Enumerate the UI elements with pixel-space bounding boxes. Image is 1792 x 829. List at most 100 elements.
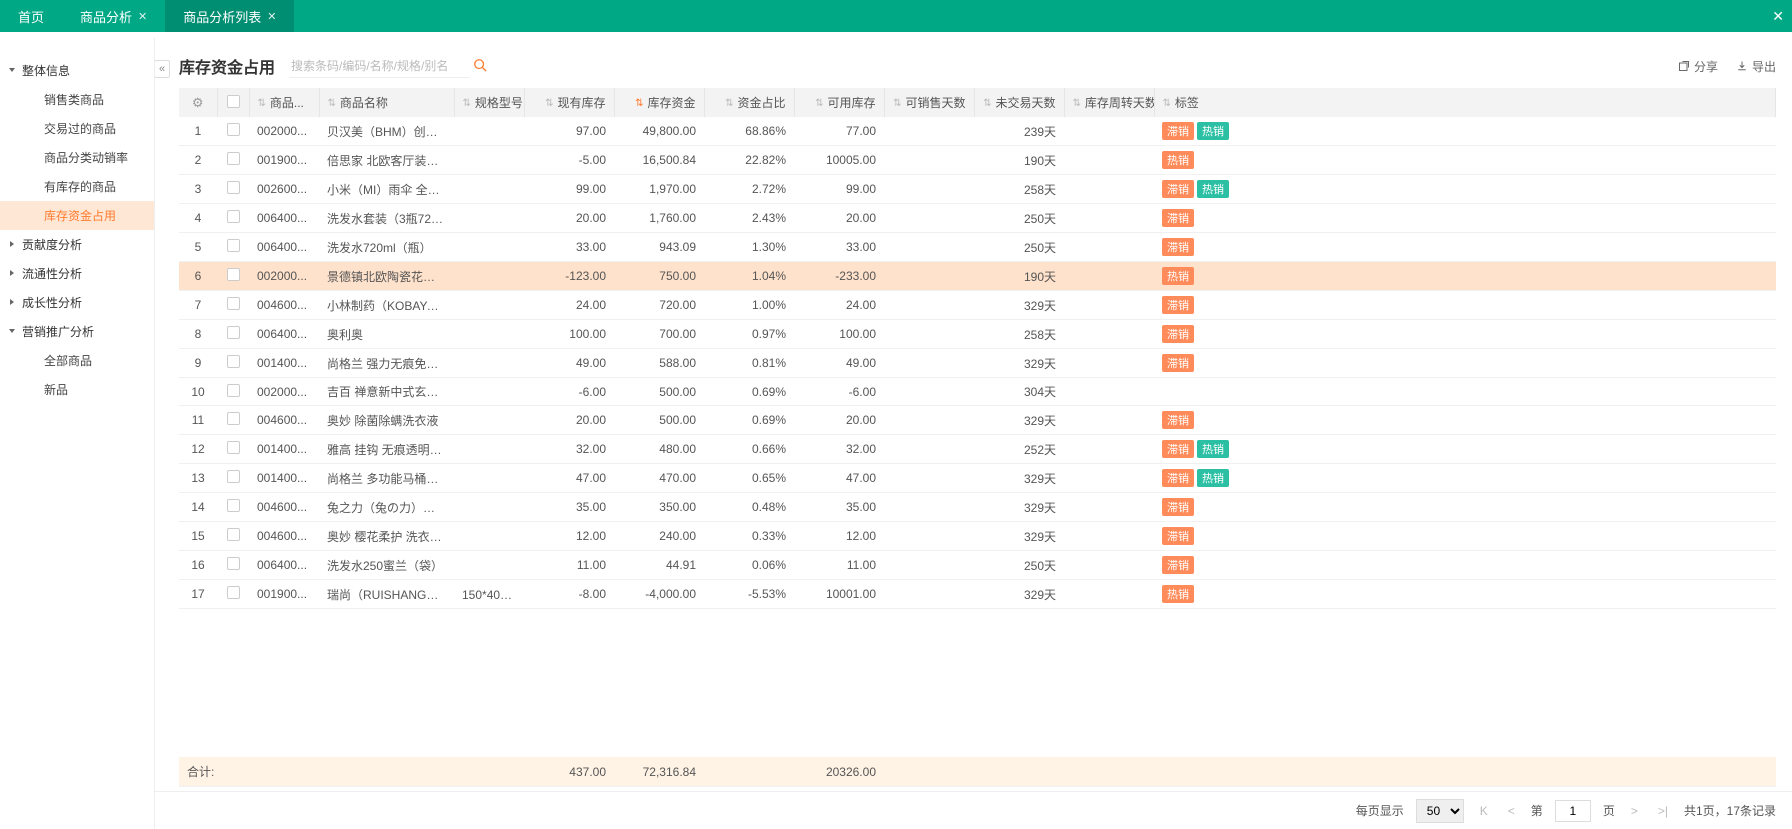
sort-icon[interactable]: ⇅ — [328, 98, 336, 109]
tab-label: 商品分析 — [80, 7, 132, 26]
page-summary: 共1页，17条记录 — [1684, 802, 1776, 819]
row-checkbox[interactable] — [227, 268, 240, 281]
search-input[interactable] — [289, 55, 469, 78]
sort-icon[interactable]: ⇅ — [1073, 98, 1081, 109]
column-header[interactable]: ⇅规格型号 — [454, 88, 524, 117]
tab-label: 商品分析列表 — [183, 7, 261, 26]
table-row[interactable]: 9001400...尚格兰 强力无痕免打孔浴室49.00588.000.81%4… — [179, 349, 1776, 378]
page-last-button[interactable]: >| — [1654, 804, 1672, 818]
row-checkbox[interactable] — [227, 528, 240, 541]
row-checkbox[interactable] — [227, 297, 240, 310]
row-checkbox[interactable] — [227, 384, 240, 397]
table-row[interactable]: 7004600...小林制药（KOBAYASHI）日24.00720.001.0… — [179, 291, 1776, 320]
column-header[interactable]: ⇅商品名称 — [319, 88, 454, 117]
sidebar-item[interactable]: 新品 — [0, 375, 154, 404]
column-header[interactable] — [217, 88, 249, 117]
table-row[interactable]: 6002000...景德镇北欧陶瓷花瓶摆件 仿-123.00750.001.04… — [179, 262, 1776, 291]
row-checkbox[interactable] — [227, 441, 240, 454]
table-row[interactable]: 8006400...奥利奥100.00700.000.97%100.00258天… — [179, 320, 1776, 349]
tag-badge: 热销 — [1197, 122, 1229, 140]
sort-icon[interactable]: ⇅ — [545, 98, 553, 109]
table-row[interactable]: 4006400...洗发水套装（3瓶720ml+1：20.001,760.002… — [179, 204, 1776, 233]
top-tab[interactable]: 商品分析列表 ✕ — [165, 0, 294, 32]
top-tab[interactable]: 商品分析 ✕ — [62, 0, 165, 32]
per-page-label: 每页显示 — [1356, 802, 1404, 819]
table-row[interactable]: 5006400...洗发水720ml（瓶）33.00943.091.30%33.… — [179, 233, 1776, 262]
table-row[interactable]: 2001900...倍思家 北欧客厅装饰画卧室-5.0016,500.8422.… — [179, 146, 1776, 175]
row-checkbox[interactable] — [227, 123, 240, 136]
sort-icon[interactable]: ⇅ — [1163, 98, 1171, 109]
tag-badge: 滞销 — [1162, 556, 1194, 574]
sidebar-item[interactable]: 交易过的商品 — [0, 114, 154, 143]
row-checkbox[interactable] — [227, 412, 240, 425]
tab-close-icon[interactable]: ✕ — [138, 10, 147, 23]
row-checkbox[interactable] — [227, 152, 240, 165]
table-row[interactable]: 16006400...洗发水250蜜兰（袋）11.0044.910.06%11.… — [179, 551, 1776, 580]
row-checkbox[interactable] — [227, 586, 240, 599]
sidebar-group[interactable]: 贡献度分析 — [0, 230, 154, 259]
column-header[interactable]: ⇅可销售天数 — [884, 88, 974, 117]
row-checkbox[interactable] — [227, 470, 240, 483]
sidebar-item[interactable]: 全部商品 — [0, 346, 154, 375]
column-header[interactable]: ⇅库存资金 — [614, 88, 704, 117]
table-row[interactable]: 1002000...贝汉美（BHM）创意北欧现97.0049,800.0068.… — [179, 117, 1776, 146]
row-checkbox[interactable] — [227, 326, 240, 339]
select-all-checkbox[interactable] — [227, 95, 240, 108]
column-header[interactable]: ⇅商品... — [249, 88, 319, 117]
tag-badge: 滞销 — [1162, 469, 1194, 487]
sort-icon[interactable]: ⇅ — [725, 98, 733, 109]
row-checkbox[interactable] — [227, 239, 240, 252]
sidebar-collapse-button[interactable]: « — [155, 60, 170, 78]
sort-icon[interactable]: ⇅ — [463, 98, 471, 109]
table-row[interactable]: 15004600...奥妙 樱花柔护 洗衣凝珠 1012.00240.000.3… — [179, 522, 1776, 551]
sidebar-item[interactable]: 商品分类动销率 — [0, 143, 154, 172]
table-row[interactable]: 13001400...尚格兰 多功能马桶刷套装 带47.00470.000.65… — [179, 464, 1776, 493]
sidebar-item[interactable]: 销售类商品 — [0, 85, 154, 114]
gear-icon[interactable]: ⚙ — [192, 95, 204, 110]
sort-icon[interactable]: ⇅ — [815, 98, 823, 109]
row-checkbox[interactable] — [227, 355, 240, 368]
row-checkbox[interactable] — [227, 181, 240, 194]
sidebar-group[interactable]: 营销推广分析 — [0, 317, 154, 346]
tag-badge: 滞销 — [1162, 296, 1194, 314]
tag-badge: 热销 — [1197, 180, 1229, 198]
table-row[interactable]: 10002000...吉百 禅意新中式玄关摆件客-6.00500.000.69%… — [179, 378, 1776, 406]
page-prev-button[interactable]: < — [1504, 804, 1519, 818]
sidebar-item[interactable]: 库存资金占用 — [0, 201, 154, 230]
sidebar-group[interactable]: 成长性分析 — [0, 288, 154, 317]
row-checkbox[interactable] — [227, 210, 240, 223]
column-header[interactable]: ⇅未交易天数 — [974, 88, 1064, 117]
column-header[interactable]: ⇅现有库存 — [524, 88, 614, 117]
column-header[interactable]: ⚙ — [179, 88, 217, 117]
share-button[interactable]: 分享 — [1678, 58, 1718, 75]
sort-icon[interactable]: ⇅ — [893, 98, 901, 109]
row-checkbox[interactable] — [227, 499, 240, 512]
search-icon[interactable] — [473, 58, 487, 75]
row-checkbox[interactable] — [227, 557, 240, 570]
tab-close-icon[interactable]: ✕ — [267, 10, 276, 23]
sort-icon[interactable]: ⇅ — [635, 98, 643, 109]
page-next-button[interactable]: > — [1627, 804, 1642, 818]
page-first-button[interactable]: K — [1476, 804, 1492, 818]
sidebar-group[interactable]: 流通性分析 — [0, 259, 154, 288]
sort-icon[interactable]: ⇅ — [258, 98, 266, 109]
column-header[interactable]: ⇅标签 — [1154, 88, 1776, 117]
sidebar-item[interactable]: 有库存的商品 — [0, 172, 154, 201]
table-row[interactable]: 14004600...兔之力（兔の力）粘毛器粘35.00350.000.48%3… — [179, 493, 1776, 522]
sidebar-group[interactable]: 整体信息 — [0, 56, 154, 85]
table-row[interactable]: 3002600...小米（MI）雨伞 全自动折叠99.001,970.002.7… — [179, 175, 1776, 204]
table-row[interactable]: 12001400...雅高 挂钩 无痕透明粘钩 强32.00480.000.66… — [179, 435, 1776, 464]
column-header[interactable]: ⇅可用库存 — [794, 88, 884, 117]
table-row[interactable]: 17001900...瑞尚（RUISHANG） 卧室边150*40厘米-8.00… — [179, 580, 1776, 609]
tabbar-close-button[interactable]: ✕ — [1772, 0, 1784, 32]
page-input[interactable] — [1555, 800, 1591, 822]
per-page-select[interactable]: 50 — [1416, 799, 1464, 823]
column-header[interactable]: ⇅库存周转天数 — [1064, 88, 1154, 117]
tag-badge: 热销 — [1162, 151, 1194, 169]
export-button[interactable]: 导出 — [1736, 58, 1776, 75]
table-row[interactable]: 11004600...奥妙 除菌除螨洗衣液20.00500.000.69%20.… — [179, 406, 1776, 435]
sort-icon[interactable]: ⇅ — [983, 98, 991, 109]
tag-badge: 热销 — [1197, 440, 1229, 458]
top-tab[interactable]: 首页 — [0, 0, 62, 32]
column-header[interactable]: ⇅资金占比 — [704, 88, 794, 117]
